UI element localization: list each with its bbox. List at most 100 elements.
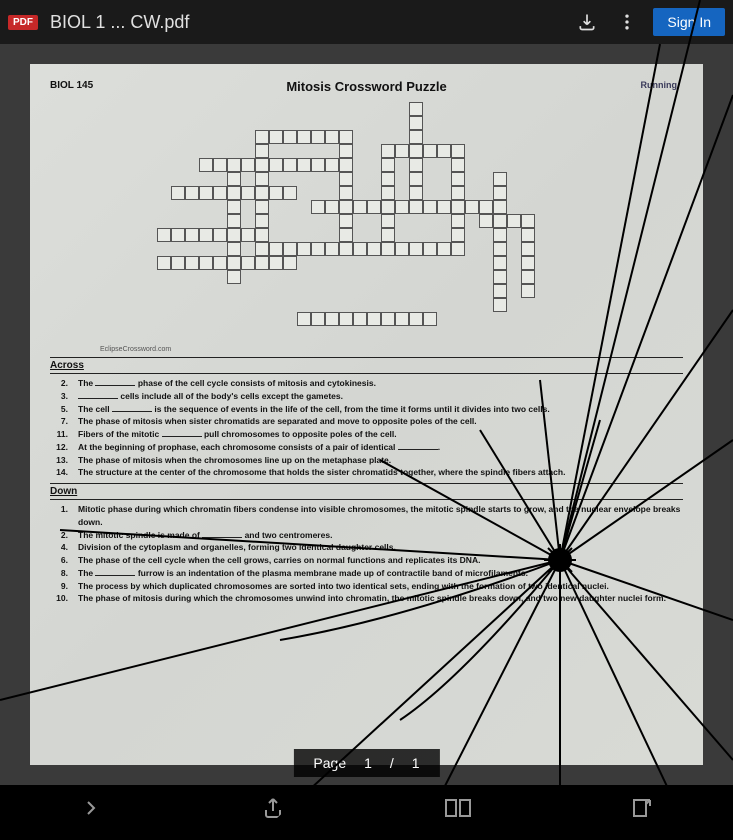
crossword-cell [493,172,507,186]
download-icon[interactable] [573,8,601,36]
crossword-cell [521,242,535,256]
crossword-cell [255,242,269,256]
crossword-cell [325,130,339,144]
crossword-cell [255,228,269,242]
clue-number: 14. [50,466,68,479]
crossword-cell [339,144,353,158]
clue-number: 7. [50,415,68,428]
clue-number: 2. [50,529,68,542]
crossword-cell [493,214,507,228]
blank [398,442,438,450]
clue-text: The process by which duplicated chromoso… [78,580,683,593]
clue-text: The phase of the cell cycle when the cel… [78,554,683,567]
crossword-cell [227,158,241,172]
crossword-cell [353,312,367,326]
crossword-cell [409,116,423,130]
page-label: Page [313,755,346,771]
clue-number: 13. [50,454,68,467]
crossword-cell [241,256,255,270]
crossword-cell [381,172,395,186]
clue-row: 10.The phase of mitosis during which the… [50,592,683,605]
crossword-cell [297,158,311,172]
blank [112,404,152,412]
clue-row: 8.The furrow is an indentation of the pl… [50,567,683,580]
crossword-cell [227,214,241,228]
clue-number: 8. [50,567,68,580]
crossword-cell [199,158,213,172]
crossword-cell [171,228,185,242]
crossword-cell [227,200,241,214]
crossword-cell [479,200,493,214]
page-sep: / [390,755,394,771]
crossword-cell [409,130,423,144]
crossword-cell [409,144,423,158]
export-icon[interactable] [630,796,654,825]
crossword-cell [255,130,269,144]
crossword-cell [241,186,255,200]
crossword-cell [423,312,437,326]
book-icon[interactable] [444,796,472,825]
filename: BIOL 1 ... CW.pdf [50,12,561,33]
share-icon[interactable] [261,796,285,825]
crossword-cell [367,242,381,256]
crossword-cell [423,144,437,158]
crossword-cell [255,172,269,186]
crossword-cell [339,130,353,144]
clue-row: 9.The process by which duplicated chromo… [50,580,683,593]
crossword-cell [241,158,255,172]
blank [78,391,118,399]
clue-text: At the beginning of prophase, each chrom… [78,441,683,454]
crossword-cell [213,186,227,200]
crossword-cell [395,144,409,158]
clue-row: 2.The mitotic spindle is made of and two… [50,529,683,542]
crossword-cell [493,270,507,284]
crossword-cell [297,312,311,326]
crossword-cell [437,144,451,158]
crossword-cell [325,200,339,214]
clue-text: Mitotic phase during which chromatin fib… [78,503,683,529]
crossword-cell [451,200,465,214]
clue-number: 11. [50,428,68,441]
crossword-cell [339,312,353,326]
crossword-cell [423,242,437,256]
crossword-cell [269,242,283,256]
crossword-cell [409,172,423,186]
crossword-cell [521,284,535,298]
clue-text: cells include all of the body's cells ex… [78,390,683,403]
blank [95,568,135,576]
crossword-cell [451,228,465,242]
crossword-cell [171,256,185,270]
crossword-cell [381,158,395,172]
clue-row: 11.Fibers of the mitotic pull chromosome… [50,428,683,441]
document-area: BIOL 145 Mitosis Crossword Puzzle Runnin… [0,44,733,785]
more-icon[interactable] [613,8,641,36]
crossword-cell [311,158,325,172]
down-heading: Down [50,483,683,497]
crossword-cell [493,256,507,270]
crossword-cell [185,186,199,200]
crossword-cell [521,270,535,284]
pdf-badge: PDF [8,15,38,30]
crossword-cell [339,172,353,186]
crossword-cell [241,228,255,242]
chevron-icon[interactable] [79,796,103,825]
crossword-cell [157,256,171,270]
clue-row: 1.Mitotic phase during which chromatin f… [50,503,683,529]
running-label: Running [641,80,678,90]
bottombar [0,785,733,835]
clue-row: 5.The cell is the sequence of events in … [50,403,683,416]
crossword-cell [521,256,535,270]
clue-text: The phase of mitosis during which the ch… [78,592,683,605]
page-total: 1 [412,755,420,771]
crossword-cell [493,298,507,312]
crossword-cell [227,242,241,256]
crossword-cell [325,158,339,172]
sign-in-button[interactable]: Sign In [653,8,725,36]
crossword-cell [367,200,381,214]
crossword-cell [507,214,521,228]
down-clues: 1.Mitotic phase during which chromatin f… [50,499,683,605]
crossword-cell [381,186,395,200]
crossword-cell [311,242,325,256]
crossword-cell [367,312,381,326]
crossword-cell [297,242,311,256]
